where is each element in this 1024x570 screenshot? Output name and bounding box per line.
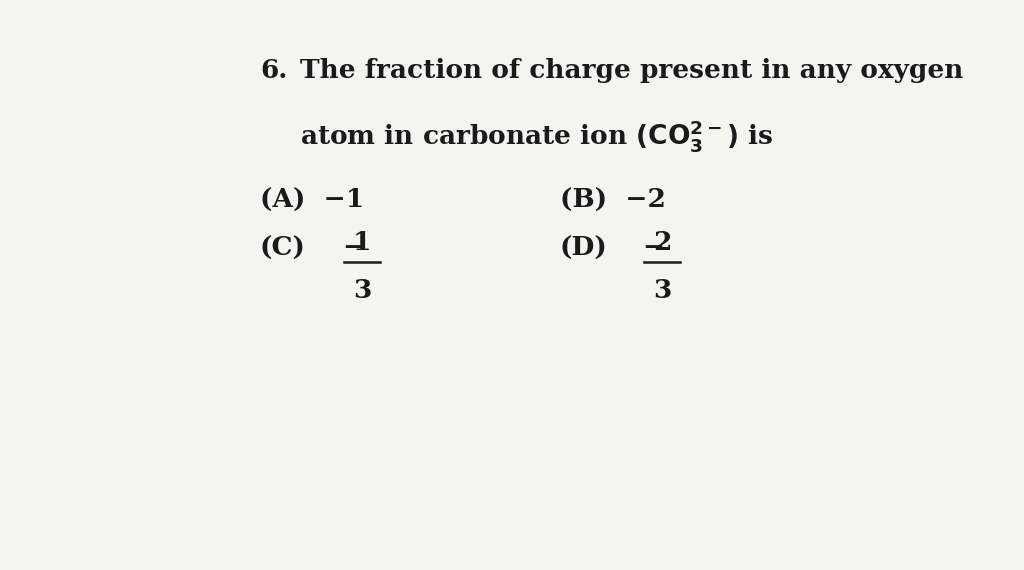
Text: 2: 2 — [653, 230, 671, 255]
Text: (C): (C) — [260, 235, 306, 260]
Text: 1: 1 — [353, 230, 371, 255]
Text: 6.: 6. — [260, 58, 288, 83]
Text: (B)  −2: (B) −2 — [560, 188, 666, 213]
Text: 3: 3 — [353, 278, 371, 303]
Text: (D): (D) — [560, 235, 608, 260]
Text: atom in carbonate ion $\mathbf{(CO_3^{2-})}$ is: atom in carbonate ion $\mathbf{(CO_3^{2-… — [300, 118, 773, 154]
Text: −: − — [342, 235, 365, 260]
Text: The fraction of charge present in any oxygen: The fraction of charge present in any ox… — [300, 58, 964, 83]
Text: 3: 3 — [653, 278, 671, 303]
Text: −: − — [642, 235, 665, 260]
Text: (A)  −1: (A) −1 — [260, 188, 365, 213]
